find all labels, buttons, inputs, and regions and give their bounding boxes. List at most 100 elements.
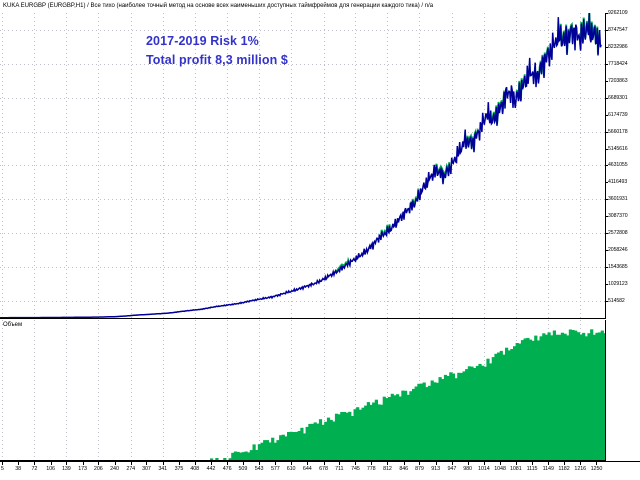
x-axis-tick <box>307 462 309 465</box>
volume-bar <box>550 335 554 461</box>
volume-bar <box>526 337 530 461</box>
volume-bar <box>547 332 551 461</box>
chart-title-bar: KUKA EURGBP (EURGBP,H1) / Все тихо (наиб… <box>0 0 640 13</box>
volume-bar <box>558 334 562 461</box>
volume-bar <box>241 452 245 461</box>
volume-bar <box>337 414 341 461</box>
x-axis-tick <box>291 462 293 465</box>
volume-bar <box>427 385 432 461</box>
x-axis-tick <box>34 462 36 465</box>
y-axis-tick-label: 7718424 <box>608 60 628 67</box>
volume-bar <box>361 407 365 461</box>
volume-bar <box>326 417 331 461</box>
volume-bar <box>313 422 317 461</box>
y-axis-tick <box>606 267 608 269</box>
x-axis-tick-label: 72 <box>31 466 38 472</box>
x-axis-tick-label: 442 <box>206 466 216 472</box>
x-axis-tick <box>500 462 502 465</box>
volume-bar <box>584 336 588 461</box>
x-axis-tick <box>259 462 261 465</box>
volume-bar <box>459 372 463 461</box>
y-axis-tick <box>606 233 608 235</box>
volume-bar <box>263 440 267 461</box>
volume-bar <box>276 440 280 461</box>
volume-bar <box>491 357 495 461</box>
volume-bar <box>374 399 378 461</box>
volume-bar <box>494 353 498 461</box>
x-axis-tick-label: 509 <box>238 466 248 472</box>
volume-bar <box>350 416 354 461</box>
y-axis-tick-label: 5145616 <box>608 145 628 152</box>
y-axis-tick-label: 2572808 <box>608 230 628 237</box>
volume-bar <box>534 335 538 461</box>
y-axis-tick-label: 3601931 <box>608 196 628 203</box>
volume-bar <box>499 350 503 461</box>
volume-bar <box>542 333 546 461</box>
volume-bar <box>356 407 360 461</box>
x-axis-tick-label: 1250 <box>590 466 603 472</box>
volume-bar <box>515 343 519 461</box>
volume-bar <box>430 380 434 461</box>
volume-bar <box>502 354 506 461</box>
x-axis-tick-label: 947 <box>447 466 457 472</box>
volume-bar <box>271 437 275 461</box>
y-axis-labels: 9262109 8747547 8232986 7718424 7203863 66893… <box>606 10 640 318</box>
x-axis-tick-label: 1081 <box>510 466 522 472</box>
volume-bar <box>409 391 413 461</box>
x-axis-tick <box>82 462 84 465</box>
annotation-line-1: 2017-2019 Risk 1% <box>146 34 259 48</box>
volume-bar <box>457 372 461 461</box>
volume-bar <box>422 382 426 461</box>
x-axis-tick <box>210 462 212 465</box>
volume-bar <box>505 347 509 461</box>
volume-bar <box>287 432 291 461</box>
volume-bar <box>582 332 586 461</box>
x-axis-tick <box>371 462 373 465</box>
volume-bar <box>279 435 283 461</box>
x-axis-tick-label: 577 <box>270 466 280 472</box>
volume-bar <box>486 358 490 461</box>
x-axis-tick-label: 5 <box>0 466 4 472</box>
y-axis-tick <box>606 29 608 31</box>
volume-bar <box>334 413 339 461</box>
y-axis-tick <box>606 80 608 82</box>
volume-bar <box>475 365 479 461</box>
x-axis-labels: 5 38 72 106 139 173 206 240 274 307 341 375 408 442 47… <box>0 462 640 480</box>
y-axis-tick <box>606 182 608 184</box>
y-axis-tick <box>606 301 608 303</box>
x-axis-tick-label: 1048 <box>494 466 506 472</box>
volume-bar <box>223 458 227 461</box>
volume-bar <box>579 334 583 461</box>
volume-bar <box>342 412 347 461</box>
volume-bar <box>332 421 336 461</box>
volume-bar <box>467 366 471 461</box>
x-axis-tick-label: 206 <box>93 466 103 472</box>
x-axis-tick-label: 980 <box>463 466 472 472</box>
volume-bar <box>377 404 381 461</box>
volume-bar <box>364 405 368 461</box>
x-axis-line <box>0 461 640 462</box>
y-axis-tick <box>606 284 608 286</box>
x-axis-tick <box>451 462 453 465</box>
x-axis-tick <box>387 462 389 465</box>
volume-bar <box>595 332 599 461</box>
volume-bar <box>520 340 525 461</box>
volume-bar <box>510 349 514 461</box>
volume-bar <box>600 330 604 461</box>
x-axis-tick-label: 745 <box>351 466 360 472</box>
x-axis-tick <box>532 462 534 465</box>
y-axis-tick <box>606 46 608 48</box>
x-axis-tick-label: 1182 <box>558 466 570 472</box>
x-axis-tick-label: 240 <box>110 466 119 472</box>
equity-plot-area <box>0 13 606 318</box>
y-axis-tick-label: 514582 <box>608 298 625 305</box>
volume-bar <box>489 363 493 461</box>
volume-bar <box>398 396 402 461</box>
volume-bar <box>268 442 272 461</box>
chart-title-text: KUKA EURGBP (EURGBP,H1) / Все тихо (наиб… <box>3 3 434 9</box>
x-axis-tick <box>403 462 405 465</box>
volume-bar <box>321 424 325 461</box>
volume-bar <box>592 334 596 461</box>
x-axis-tick <box>146 462 148 465</box>
x-axis-tick <box>178 462 180 465</box>
